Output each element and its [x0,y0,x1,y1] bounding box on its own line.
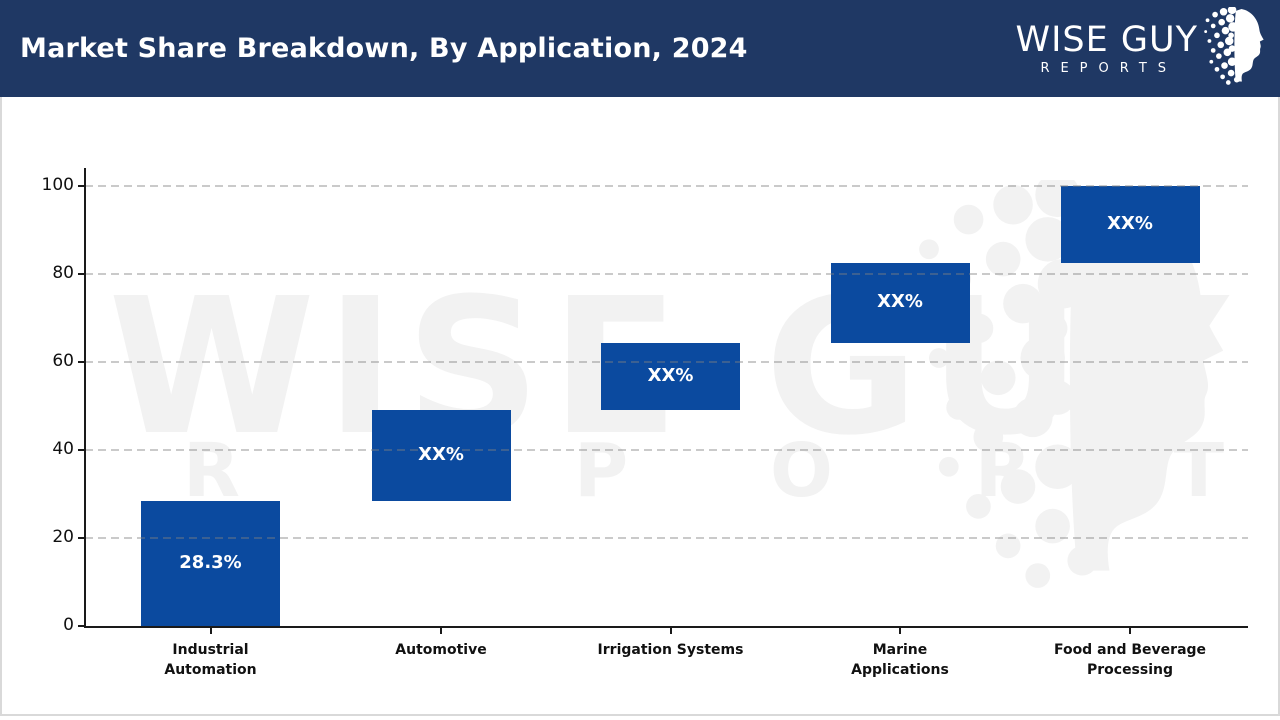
gridline-20 [85,537,1248,539]
gridline-80 [85,273,1248,275]
x-tick-mark [209,628,212,634]
x-category-label: Food and Beverage Processing [1053,642,1207,679]
x-category-label: Marine Applications [851,642,949,679]
x-category-label: Automotive [395,642,487,658]
y-tick-mark [78,537,85,539]
bar-automotive [371,409,511,502]
x-tick-mark [899,628,901,634]
x-tick-mark [1129,628,1131,634]
y-tick-label: 60 [52,351,74,371]
x-tick-mark [440,628,442,634]
bar-value-label: XX% [647,364,694,386]
y-tick-mark [78,273,85,275]
x-category-label: Irrigation Systems [597,642,744,658]
y-tick-label: 20 [52,527,74,547]
gridline-40 [85,449,1248,451]
header-bar: Market Share Breakdown, By Application, … [0,0,1280,97]
bar-value-label: XX% [1107,212,1153,234]
y-axis-line [84,168,86,627]
logo-wordmark: WISE GUY [1015,20,1198,61]
y-tick-label: 40 [52,439,74,459]
gridline-100 [85,185,1248,187]
bar-value-label: XX% [877,291,923,313]
y-tick-label: 80 [52,263,74,283]
bar-food-and-beverage-processing [1060,186,1200,264]
bar-industrial-automation [141,501,280,626]
bar-value-label: 28.3% [179,551,242,573]
logo-subtext: REPORTS [1040,60,1178,76]
y-tick-mark [78,361,85,363]
x-tick-mark [669,628,672,634]
x-category-label: Industrial Automation [164,642,257,679]
x-axis-line [84,626,1248,628]
bar-irrigation-systems [601,343,740,410]
y-tick-mark [78,625,85,627]
bar-value-label: XX% [418,443,464,465]
gridline-60 [85,361,1248,363]
bar-marine-applications [830,263,970,344]
y-tick-mark [78,449,85,451]
logo: WISE GUY REPORTS [1015,6,1266,92]
y-tick-mark [78,185,85,187]
y-tick-label: 0 [63,615,74,635]
page-title: Market Share Breakdown, By Application, … [20,33,748,64]
y-tick-label: 100 [41,175,74,195]
logo-face-icon [1204,6,1264,85]
